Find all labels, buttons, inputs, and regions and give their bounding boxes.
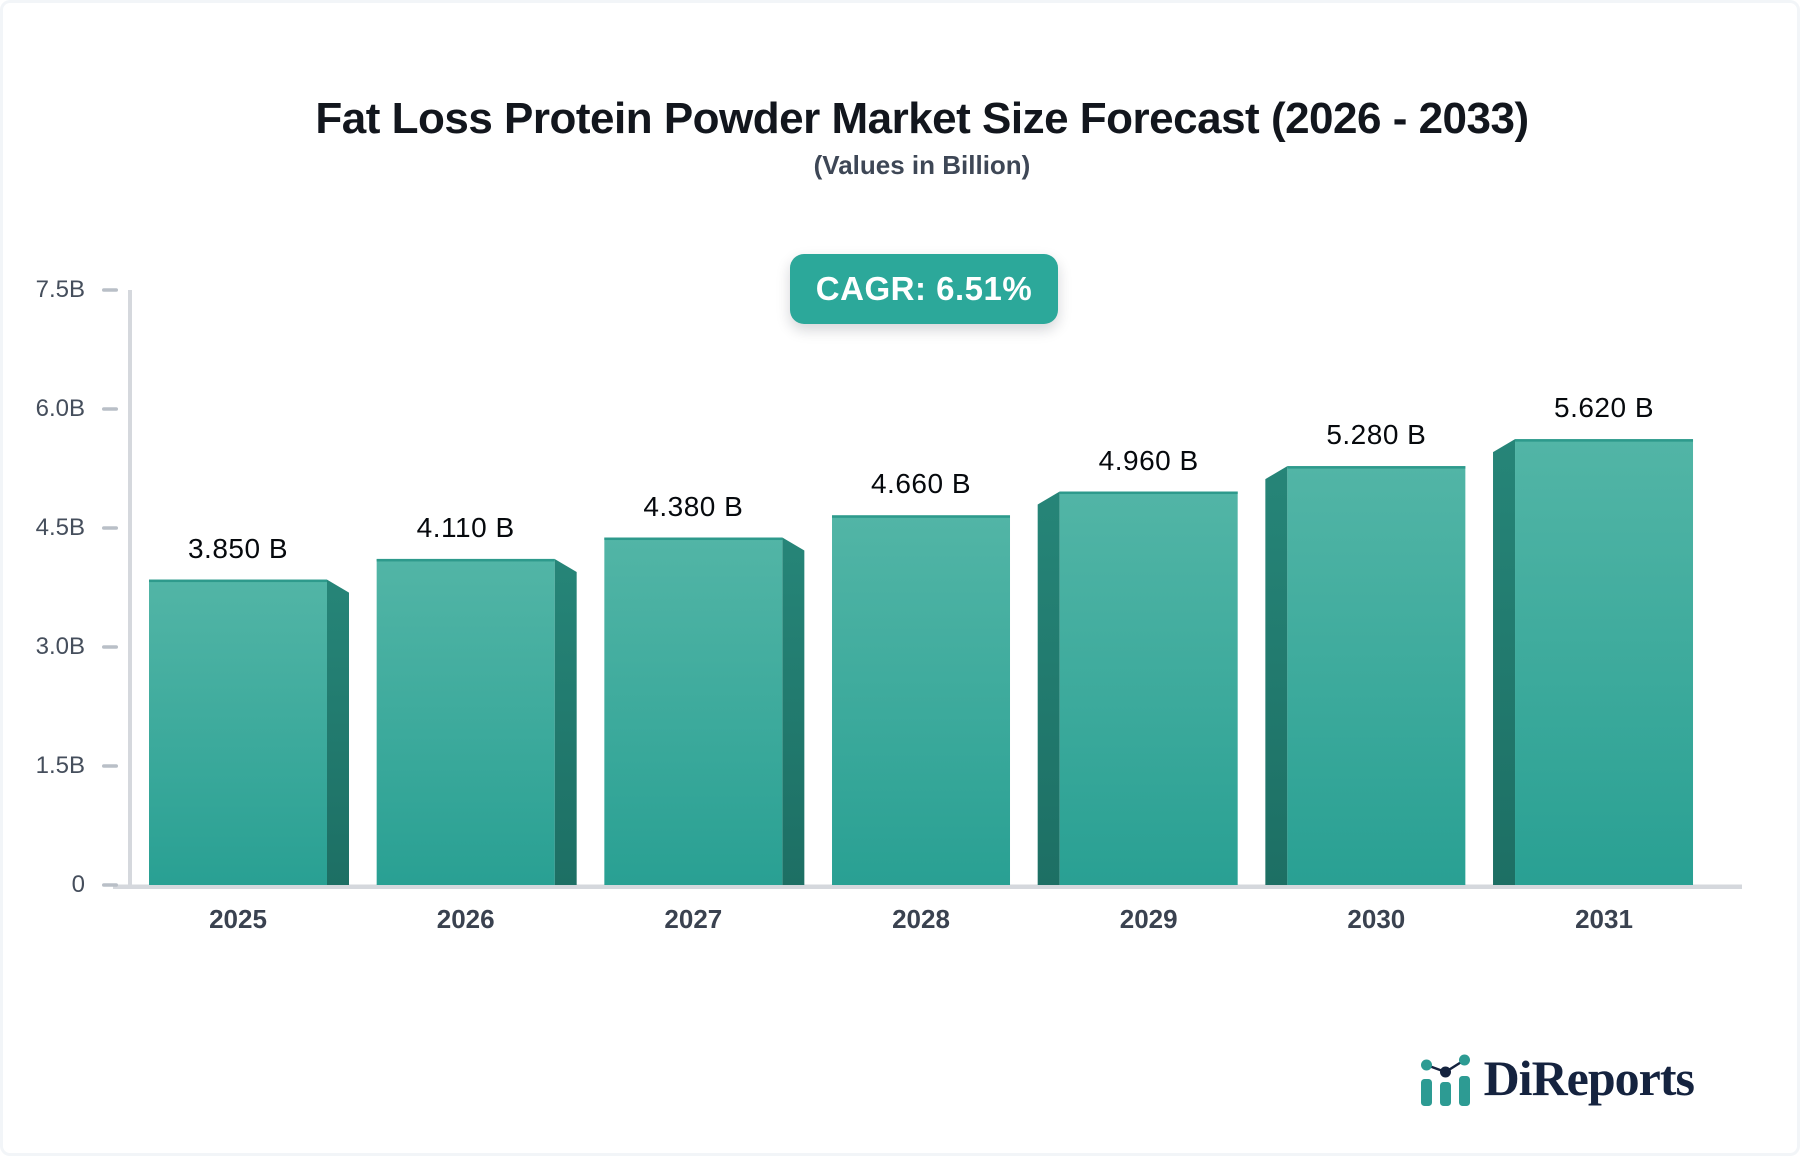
- bar-2029: [1059, 491, 1238, 885]
- bar-top-edge-2027: [604, 537, 783, 541]
- bar-value-label: 5.620 B: [1554, 392, 1655, 424]
- bar-side-face-2030: [1265, 466, 1288, 885]
- logo-bar-middle: [1439, 1082, 1451, 1106]
- y-axis-tick-mark: [102, 883, 118, 887]
- bar-value-label: 3.850 B: [187, 532, 289, 564]
- y-axis-tick-mark: [102, 407, 118, 411]
- cagr-badge: CAGR: 6.51%: [790, 254, 1058, 324]
- bar-side-face-2025: [327, 579, 349, 885]
- logo-bar-left: [1420, 1079, 1432, 1106]
- bar-2028: [832, 515, 1011, 885]
- bar-side-face-2031: [1493, 439, 1516, 885]
- logo-dot-middle: [1439, 1066, 1451, 1078]
- logo-bar-right: [1458, 1076, 1470, 1106]
- bar-2031: [1515, 439, 1694, 885]
- bar-value-label: 5.280 B: [1326, 419, 1427, 451]
- y-axis-tick-mark: [102, 764, 118, 768]
- x-axis-label: 2025: [209, 904, 267, 934]
- x-axis-label: 2031: [1575, 904, 1633, 934]
- x-axis-label: 2026: [436, 904, 495, 934]
- bar-top-edge-2030: [1287, 466, 1466, 469]
- x-axis-label: 2028: [892, 904, 950, 934]
- y-axis-line: [128, 290, 132, 889]
- bar-top-edge-2031: [1515, 439, 1694, 442]
- bar-top-edge-2028: [832, 515, 1011, 518]
- bar-top-edge-2025: [149, 579, 327, 583]
- x-axis-label: 2029: [1119, 904, 1178, 934]
- bar-2030: [1287, 466, 1466, 885]
- y-axis-tick-label: 7.5B: [35, 276, 85, 303]
- chart-title: Fat Loss Protein Powder Market Size Fore…: [315, 94, 1529, 143]
- bar-value-label: 4.960 B: [1098, 444, 1199, 476]
- y-axis-tick-mark: [102, 645, 118, 649]
- logo-dot-left: [1420, 1059, 1432, 1071]
- x-axis-line: [113, 884, 1742, 889]
- bar-top-edge-2029: [1059, 491, 1238, 495]
- bar-2025: [149, 579, 327, 885]
- y-axis-tick-label: 3.0B: [35, 633, 85, 660]
- logo-dot-right: [1458, 1054, 1470, 1066]
- bar-side-face-2029: [1037, 491, 1060, 885]
- x-axis-label: 2030: [1347, 904, 1406, 934]
- bar-top-edge-2026: [376, 558, 555, 562]
- y-axis-tick-mark: [102, 526, 118, 530]
- bar-2027: [604, 537, 783, 885]
- bar-value-label: 4.380 B: [643, 490, 744, 522]
- direports-logo: DiReports: [1418, 1044, 1695, 1106]
- x-axis-label: 2027: [664, 904, 723, 934]
- logo-bars-icon: [1420, 1054, 1470, 1106]
- bar-value-label: 4.110 B: [416, 511, 515, 543]
- y-axis-tick-label: 0: [71, 871, 85, 898]
- logo-text: DiReports: [1483, 1050, 1695, 1106]
- bar-side-face-2026: [554, 558, 577, 885]
- bar-value-label: 4.660 B: [870, 468, 972, 500]
- y-axis-tick-mark: [102, 288, 118, 292]
- y-axis-tick-label: 1.5B: [35, 752, 85, 779]
- bar-2026: [376, 558, 555, 885]
- bar-side-face-2027: [782, 537, 805, 885]
- y-axis-tick-label: 4.5B: [35, 514, 85, 541]
- y-axis-tick-label: 6.0B: [35, 395, 85, 422]
- chart-subtitle: (Values in Billion): [813, 150, 1031, 180]
